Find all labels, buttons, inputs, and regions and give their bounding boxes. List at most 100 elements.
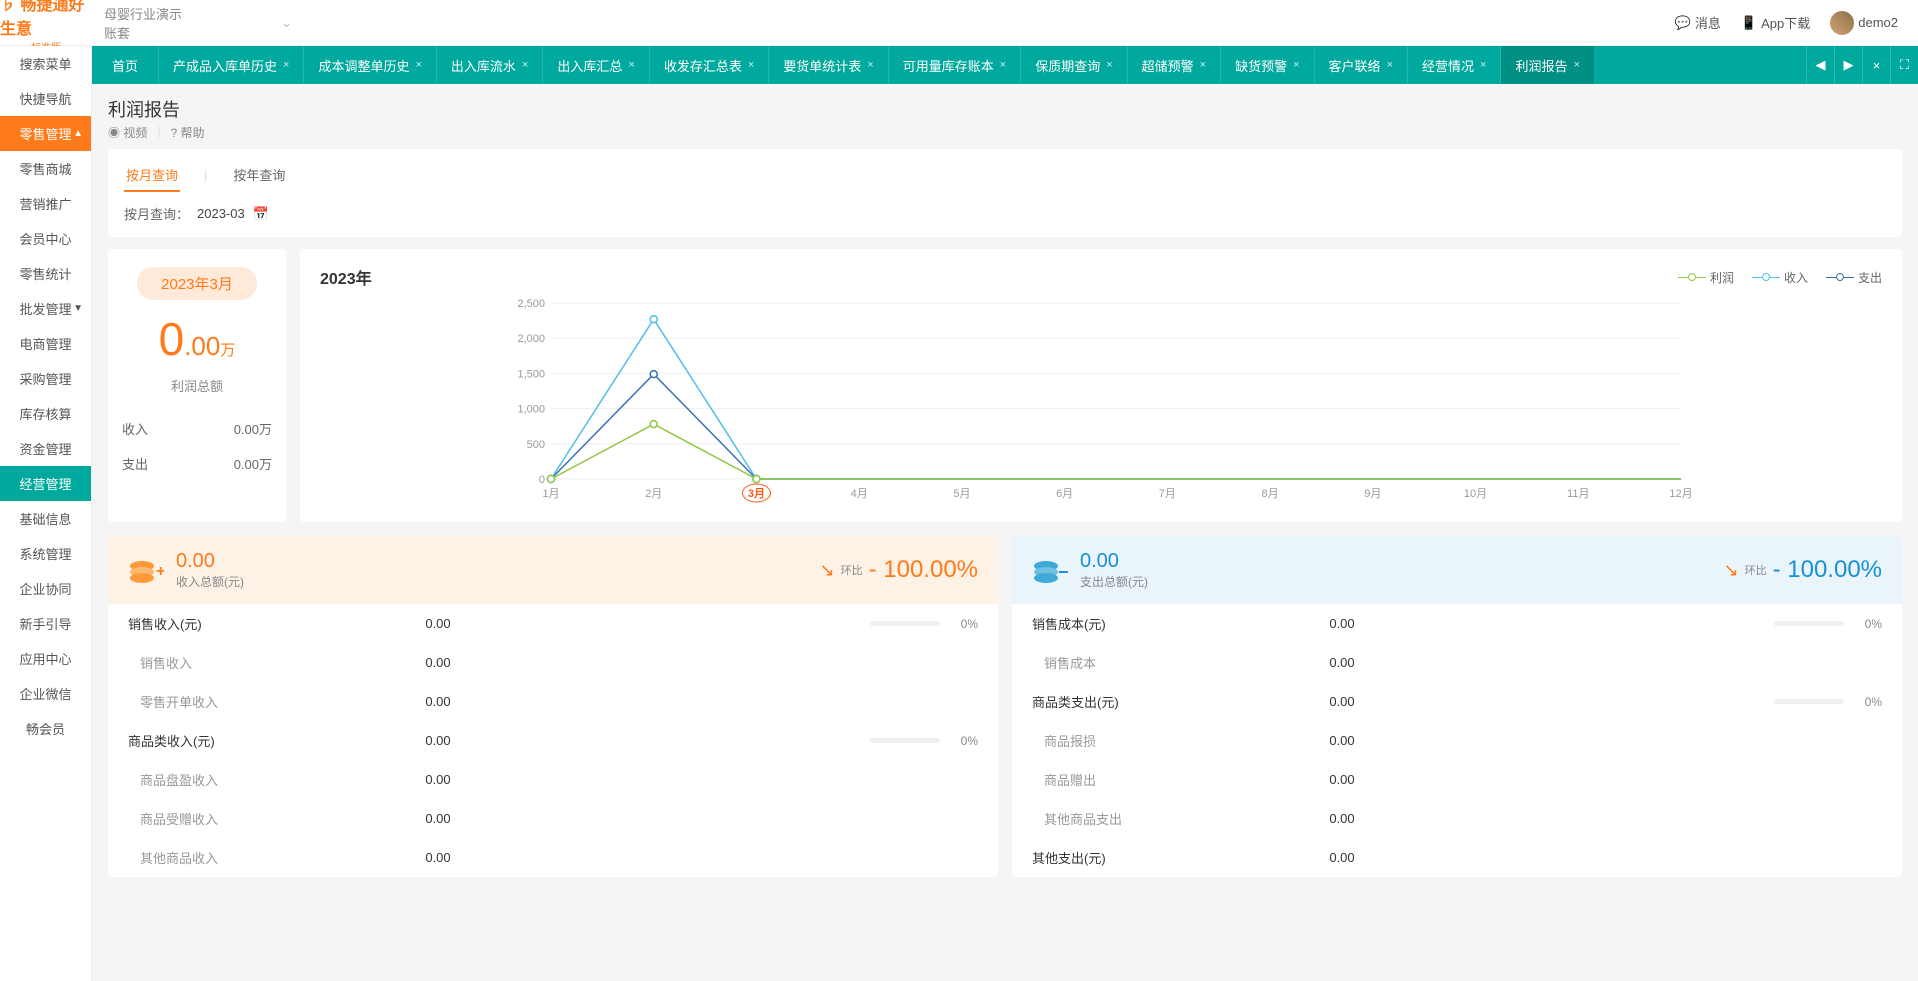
tab-prev[interactable]: ◀ (1806, 46, 1834, 84)
profit-label: 利润总额 (122, 376, 272, 395)
fullscreen[interactable]: ⛶ (1890, 46, 1918, 84)
sidebar-item-6[interactable]: 零售统计 (0, 256, 91, 291)
tab-5[interactable]: 要货单统计表× (769, 46, 888, 84)
video-link[interactable]: ◉ 视频 (108, 124, 147, 141)
sidebar-item-19[interactable]: 畅会员 (0, 711, 91, 746)
close-icon[interactable]: × (748, 59, 754, 71)
tab-11[interactable]: 经营情况× (1408, 46, 1501, 84)
trend-down-icon: ↘ (1724, 560, 1739, 581)
sidebar-item-9[interactable]: 采购管理 (0, 361, 91, 396)
tab-2[interactable]: 出入库流水× (437, 46, 543, 84)
legend-item-0[interactable]: 利润 (1678, 269, 1734, 286)
svg-text:1月: 1月 (542, 488, 559, 500)
detail-row: 商品报损0.00 (1012, 721, 1902, 760)
user-menu[interactable]: demo2 (1830, 11, 1898, 35)
calendar-icon[interactable]: 📅 (253, 206, 269, 222)
svg-text:2,500: 2,500 (517, 298, 545, 310)
income-mini: 收入 0.00万 (122, 419, 272, 438)
close-icon[interactable]: × (1000, 59, 1006, 71)
chevron-down-icon: ⌄ (281, 15, 292, 31)
sidebar-item-10[interactable]: 库存核算 (0, 396, 91, 431)
query-label: 按月查询： (124, 204, 189, 223)
sidebar-item-13[interactable]: 基础信息 (0, 501, 91, 536)
detail-label: 销售收入(元) (128, 614, 348, 633)
date-input[interactable]: 2023-03 (197, 206, 245, 221)
close-icon[interactable]: × (283, 59, 289, 71)
tab-1[interactable]: 成本调整单历史× (304, 46, 436, 84)
app-download-link[interactable]: 📱 App下载 (1741, 13, 1810, 32)
account-select[interactable]: 母婴行业演示账套 ⌄ (92, 4, 292, 42)
query-row: 按月查询： 2023-03 📅 (124, 204, 1886, 223)
detail-value: 0.00 (1252, 616, 1432, 631)
tab-6[interactable]: 可用量库存账本× (889, 46, 1021, 84)
legend-item-1[interactable]: 收入 (1752, 269, 1808, 286)
sidebar-item-15[interactable]: 企业协同 (0, 571, 91, 606)
sidebar-item-2[interactable]: 零售管理▲ (0, 116, 91, 151)
detail-label: 销售成本 (1032, 653, 1252, 672)
tab-3[interactable]: 出入库汇总× (543, 46, 649, 84)
query-panel: 按月查询|按年查询 按月查询： 2023-03 📅 (108, 149, 1902, 237)
sidebar-item-18[interactable]: 企业微信 (0, 676, 91, 711)
tab-7[interactable]: 保质期查询× (1021, 46, 1127, 84)
svg-text:1,500: 1,500 (517, 368, 545, 380)
sidebar-item-14[interactable]: 系统管理 (0, 536, 91, 571)
legend-item-2[interactable]: 支出 (1826, 269, 1882, 286)
svg-text:−: − (1058, 562, 1068, 582)
sidebar-item-1[interactable]: 快捷导航 (0, 81, 91, 116)
detail-label: 商品盘盈收入 (128, 770, 348, 789)
close-icon[interactable]: × (1293, 59, 1299, 71)
tab-8[interactable]: 超储预警× (1128, 46, 1221, 84)
close-icon[interactable]: × (415, 59, 421, 71)
close-icon[interactable]: × (1387, 59, 1393, 71)
sidebar-item-12[interactable]: 经营管理 (0, 466, 91, 501)
chart-legend: 利润 收入 支出 (1678, 269, 1882, 286)
sub-tab-1[interactable]: 按年查询 (231, 159, 287, 190)
close-icon[interactable]: × (1480, 59, 1486, 71)
tab-next[interactable]: ▶ (1834, 46, 1862, 84)
tab-4[interactable]: 收发存汇总表× (650, 46, 769, 84)
tab-home[interactable]: 首页 (92, 46, 159, 84)
trend-down-icon: ↘ (820, 560, 835, 581)
sidebar-item-7[interactable]: 批发管理▼ (0, 291, 91, 326)
detail-label: 商品赠出 (1032, 770, 1252, 789)
svg-text:4月: 4月 (851, 488, 868, 500)
close-icon[interactable]: × (867, 59, 873, 71)
sidebar-item-4[interactable]: 营销推广 (0, 186, 91, 221)
tab-close-all[interactable]: × (1862, 46, 1890, 84)
detail-row: 商品盘盈收入0.00 (108, 760, 998, 799)
page-title: 利润报告 (108, 96, 180, 122)
close-icon[interactable]: × (628, 59, 634, 71)
detail-value: 0.00 (1252, 811, 1432, 826)
help-link[interactable]: ? 帮助 (170, 124, 204, 141)
close-icon[interactable]: × (522, 59, 528, 71)
sidebar-item-17[interactable]: 应用中心 (0, 641, 91, 676)
svg-text:12月: 12月 (1669, 488, 1692, 500)
sub-tab-0[interactable]: 按月查询 (124, 159, 180, 190)
detail-value: 0.00 (348, 655, 528, 670)
expense-mini: 支出 0.00万 (122, 454, 272, 473)
close-icon[interactable]: × (1573, 59, 1579, 71)
tab-12[interactable]: 利润报告× (1501, 46, 1594, 84)
svg-text:3月: 3月 (748, 487, 765, 500)
sidebar-item-0[interactable]: 搜索菜单 (0, 46, 91, 81)
sidebar-item-16[interactable]: 新手引导 (0, 606, 91, 641)
detail-row: 销售成本0.00 (1012, 643, 1902, 682)
profit-total: 0.00万 (122, 316, 272, 362)
sidebar-item-5[interactable]: 会员中心 (0, 221, 91, 256)
svg-text:+: + (156, 563, 164, 580)
detail-value: 0.00 (1252, 655, 1432, 670)
close-icon[interactable]: × (1200, 59, 1206, 71)
tab-9[interactable]: 缺货预警× (1221, 46, 1314, 84)
detail-value: 0.00 (348, 733, 528, 748)
sidebar-item-8[interactable]: 电商管理 (0, 326, 91, 361)
close-icon[interactable]: × (1106, 59, 1112, 71)
tab-10[interactable]: 客户联络× (1315, 46, 1408, 84)
messages-link[interactable]: 💬 消息 (1675, 13, 1721, 32)
detail-row: 其他商品收入0.00 (108, 838, 998, 877)
line-chart: 05001,0001,5002,0002,5001月2月3月4月5月6月7月8月… (320, 293, 1882, 503)
sidebar-item-11[interactable]: 资金管理 (0, 431, 91, 466)
chart-title: 2023年 (320, 265, 372, 289)
detail-label: 销售成本(元) (1032, 614, 1252, 633)
tab-0[interactable]: 产成品入库单历史× (159, 46, 304, 84)
sidebar-item-3[interactable]: 零售商城 (0, 151, 91, 186)
